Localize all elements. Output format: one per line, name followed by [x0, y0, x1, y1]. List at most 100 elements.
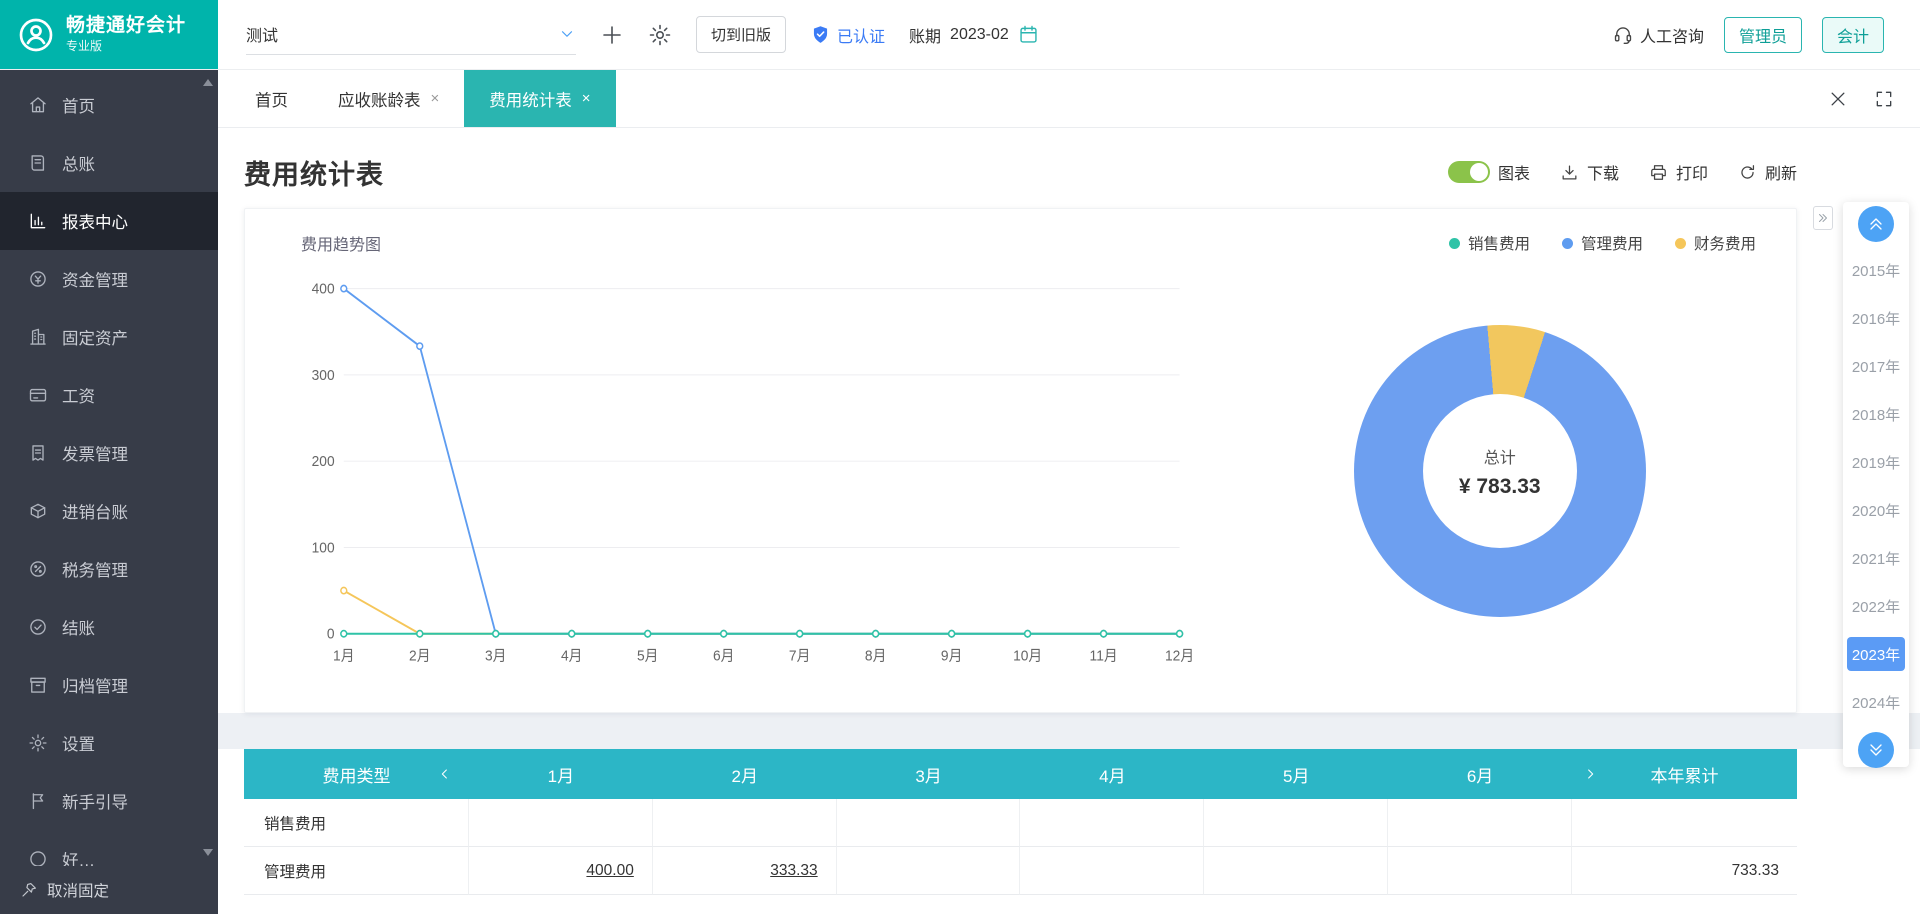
chevrons-right-icon	[1816, 211, 1830, 225]
sidebar-item-salary[interactable]: 工资	[0, 366, 218, 424]
support-button[interactable]: 人工咨询	[1613, 23, 1704, 47]
certified-badge[interactable]: 已认证	[810, 23, 885, 47]
tab-bar: 首页 应收账龄表 × 费用统计表 ×	[218, 70, 1920, 128]
year-chip-2021[interactable]: 2021年	[1851, 550, 1901, 568]
scroll-months-right[interactable]	[1579, 749, 1601, 799]
sidebar-item-misc[interactable]: 好…	[0, 830, 218, 866]
year-chip-2023[interactable]: 2023年	[1847, 637, 1905, 671]
expense-chart-card: 费用趋势图 销售费用 管理费用 财务费用 0 100 200 300 400 1月 2月 3月 4月…	[244, 208, 1797, 713]
table-row: 销售费用	[244, 799, 1797, 847]
svg-text:10月: 10月	[1013, 648, 1042, 665]
sidebar-scroll-down[interactable]	[203, 849, 213, 856]
sidebar-item-ledger[interactable]: 总账	[0, 134, 218, 192]
inout-icon	[28, 501, 48, 521]
sidebar-item-invoice[interactable]: 发票管理	[0, 424, 218, 482]
switch-old-version-button[interactable]: 切到旧版	[696, 16, 787, 53]
refresh-button[interactable]: 刷新	[1738, 160, 1797, 184]
year-list: 2015年 2016年 2017年 2018年 2019年 2020年 2021年 2022年…	[1847, 246, 1905, 726]
year-scroll-up-button[interactable]	[1858, 206, 1894, 242]
legend-item[interactable]: 销售费用	[1448, 232, 1530, 254]
year-chip-2018[interactable]: 2018年	[1851, 406, 1901, 424]
drill-down-value[interactable]: 333.33	[652, 847, 837, 895]
year-chip-2022[interactable]: 2022年	[1851, 598, 1901, 616]
expense-table: 费用类型 1月 2月 3月 4月 5月 6月 本年累计 销售费用 管理费用 400.00 333.3…	[244, 749, 1797, 895]
legend-item[interactable]: 管理费用	[1561, 232, 1643, 254]
sidebar-item-settings[interactable]: 设置	[0, 714, 218, 772]
svg-text:3月: 3月	[485, 648, 506, 665]
chart-toggle[interactable]	[1447, 161, 1490, 183]
table-header-cell: 1月	[547, 766, 575, 786]
fullscreen-icon[interactable]	[1874, 89, 1894, 109]
sidebar-item-tax[interactable]: 税务管理	[0, 540, 218, 598]
calendar-icon[interactable]	[1018, 24, 1039, 45]
sidebar-item-label: 税务管理	[62, 562, 128, 580]
sidebar-item-label: 发票管理	[62, 446, 128, 464]
sidebar-item-label: 总账	[62, 156, 95, 174]
legend-dot-icon	[1561, 237, 1573, 249]
svg-text:200: 200	[312, 454, 335, 471]
year-panel: 2015年 2016年 2017年 2018年 2019年 2020年 2021年 2022年…	[1843, 202, 1909, 768]
sidebar-item-label: 新手引导	[62, 794, 128, 812]
year-chip-2019[interactable]: 2019年	[1851, 454, 1901, 472]
table-header-cell: 6月	[1466, 766, 1494, 786]
sidebar-item-archive[interactable]: 归档管理	[0, 656, 218, 714]
sidebar-item-report[interactable]: 报表中心	[0, 192, 218, 250]
sidebar-item-label: 固定资产	[62, 330, 128, 348]
table-header-cell: 5月	[1283, 766, 1310, 786]
year-panel-collapse-handle[interactable]	[1813, 206, 1833, 230]
sidebar-item-guide[interactable]: 新手引导	[0, 772, 218, 830]
sidebar: 首页总账报表中心 资金管理固定资产工资发票管理进销台账税务管理结账 归档管理 设置新手…	[0, 70, 218, 914]
org-select[interactable]: 测试	[246, 15, 576, 55]
year-chip-2020[interactable]: 2020年	[1851, 502, 1901, 520]
value-cell	[652, 799, 837, 847]
tab-close-icon[interactable]: ×	[430, 90, 440, 107]
role-accountant-button[interactable]: 会计	[1821, 16, 1884, 53]
unpin-sidebar-button[interactable]: 取消固定	[0, 866, 218, 914]
closing-icon	[28, 617, 48, 637]
drill-down-value[interactable]: 400.00	[469, 847, 653, 895]
tab-0[interactable]: 首页	[230, 70, 313, 127]
asset-icon	[28, 327, 48, 347]
tab-close-icon[interactable]: ×	[581, 90, 591, 107]
print-button[interactable]: 打印	[1649, 160, 1708, 184]
scroll-months-left[interactable]	[434, 749, 456, 799]
main-area: 首页 应收账龄表 × 费用统计表 × 费用统计表 图表 下载 打印	[218, 70, 1920, 914]
add-button[interactable]	[600, 23, 624, 47]
value-cell: 733.33	[1571, 847, 1797, 895]
value-cell	[1020, 799, 1205, 847]
row-name-cell: 销售费用	[244, 799, 469, 847]
chevron-down-icon	[558, 25, 576, 43]
year-chip-2016[interactable]: 2016年	[1851, 310, 1901, 328]
svg-text:5月: 5月	[637, 648, 658, 665]
download-button[interactable]: 下载	[1560, 160, 1619, 184]
value-cell	[836, 847, 1021, 895]
value-cell	[469, 799, 653, 847]
sidebar-item-home[interactable]: 首页	[0, 76, 218, 134]
toggle-knob	[1469, 163, 1488, 181]
sidebar-item-inout[interactable]: 进销台账	[0, 482, 218, 540]
admin-button[interactable]: 管理员	[1723, 16, 1802, 53]
print-label: 打印	[1675, 166, 1708, 183]
chevrons-up-icon	[1866, 214, 1886, 234]
value-cell	[1204, 799, 1389, 847]
tab-1[interactable]: 应收账龄表 ×	[313, 70, 464, 127]
sidebar-item-label: 好…	[62, 852, 95, 866]
table-row: 管理费用 400.00 333.33 733.33	[244, 847, 1797, 895]
sidebar-scroll-up[interactable]	[203, 79, 213, 86]
tab-2[interactable]: 费用统计表 ×	[464, 70, 616, 127]
chart-legend: 销售费用 管理费用 财务费用	[1448, 232, 1756, 254]
sidebar-item-asset[interactable]: 固定资产	[0, 308, 218, 366]
year-chip-2015[interactable]: 2015年	[1851, 262, 1901, 280]
refresh-label: 刷新	[1764, 166, 1797, 183]
svg-text:6月: 6月	[713, 648, 734, 665]
gear-icon[interactable]	[648, 23, 672, 47]
close-all-tabs-icon[interactable]	[1828, 89, 1848, 109]
year-chip-2024[interactable]: 2024年	[1851, 694, 1901, 712]
sidebar-item-funds[interactable]: 资金管理	[0, 250, 218, 308]
year-chip-2017[interactable]: 2017年	[1851, 358, 1901, 376]
sidebar-item-closing[interactable]: 结账	[0, 598, 218, 656]
legend-label: 销售费用	[1467, 236, 1530, 253]
legend-item[interactable]: 财务费用	[1674, 232, 1756, 254]
brand-name: 畅捷通好会计	[66, 15, 187, 37]
year-scroll-down-button[interactable]	[1858, 732, 1894, 768]
